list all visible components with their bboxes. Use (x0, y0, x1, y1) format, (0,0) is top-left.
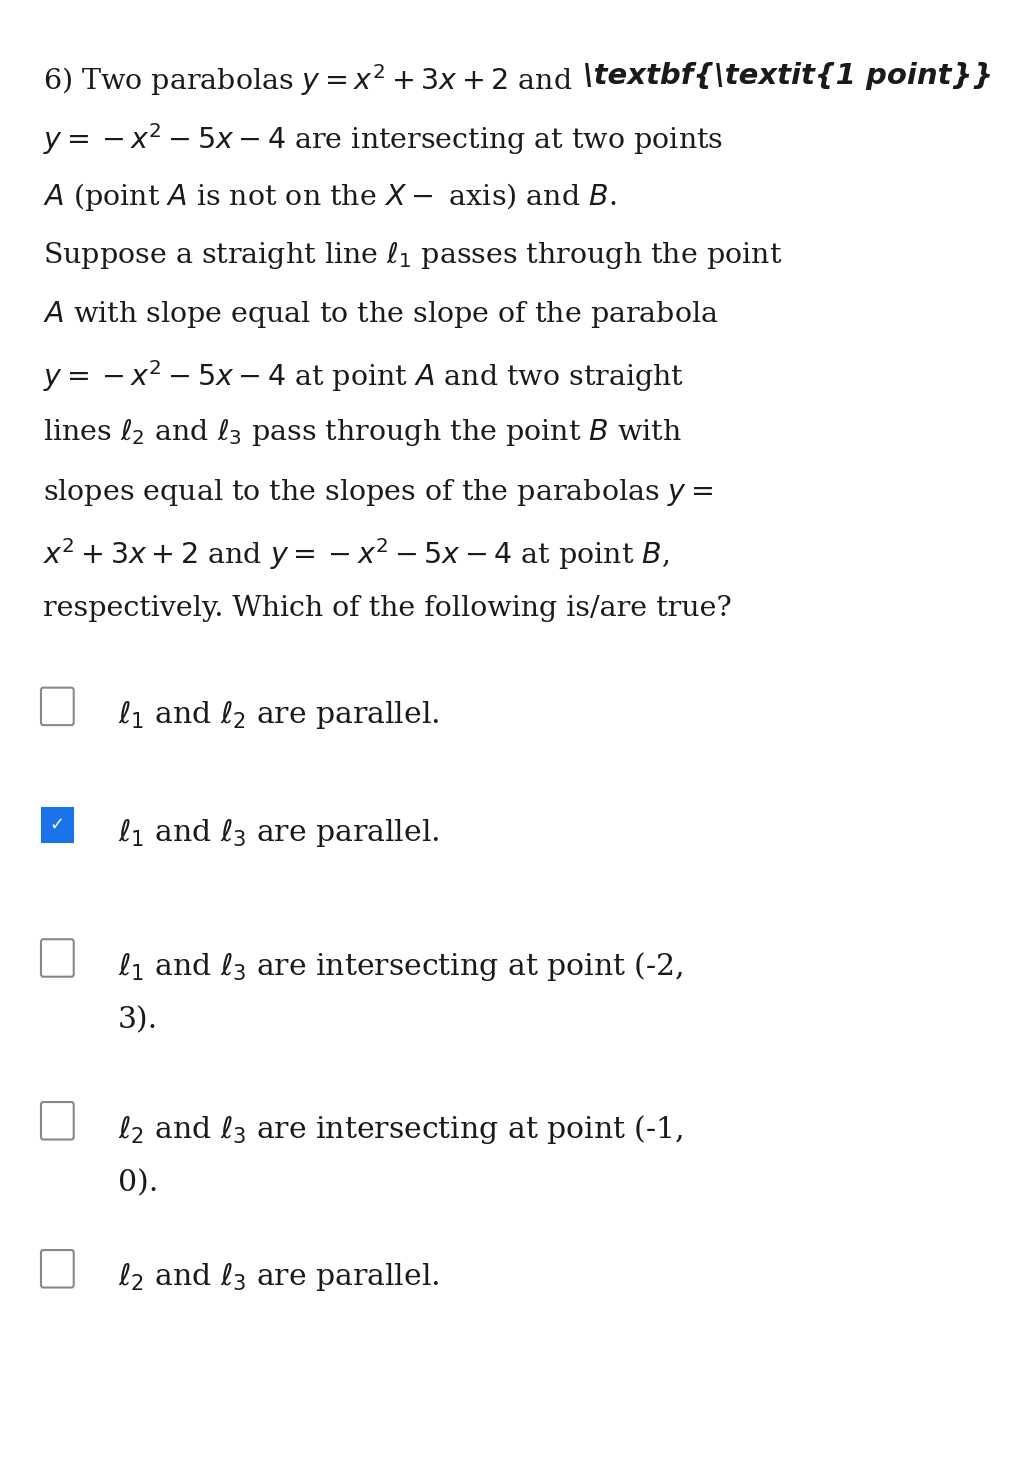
Text: $\ell_2$ and $\ell_3$ are parallel.: $\ell_2$ and $\ell_3$ are parallel. (118, 1261, 439, 1294)
Text: $x^2 + 3x + 2$ and $y = -x^2 - 5x - 4$ at point $B$,: $x^2 + 3x + 2$ and $y = -x^2 - 5x - 4$ a… (43, 536, 670, 571)
Text: 6) Two parabolas $y = x^2 + 3x + 2$ and: 6) Two parabolas $y = x^2 + 3x + 2$ and (43, 62, 572, 98)
FancyBboxPatch shape (42, 808, 73, 842)
Text: ✓: ✓ (50, 815, 65, 833)
Text: $y = -x^2 - 5x - 4$ are intersecting at two points: $y = -x^2 - 5x - 4$ are intersecting at … (43, 121, 723, 157)
FancyBboxPatch shape (41, 688, 74, 725)
Text: \textbf{\textit{1 point}}: \textbf{\textit{1 point}} (584, 62, 993, 90)
Text: $\ell_1$ and $\ell_3$ are parallel.: $\ell_1$ and $\ell_3$ are parallel. (118, 817, 439, 850)
Text: $A$ (point $A$ is not on the $X-$ axis) and $B$.: $A$ (point $A$ is not on the $X-$ axis) … (43, 181, 616, 213)
Text: $\ell_1$ and $\ell_3$ are intersecting at point (-2,: $\ell_1$ and $\ell_3$ are intersecting a… (118, 950, 683, 983)
Text: $y = -x^2 - 5x - 4$ at point $A$ and two straight: $y = -x^2 - 5x - 4$ at point $A$ and two… (43, 358, 684, 394)
Text: $A$ with slope equal to the slope of the parabola: $A$ with slope equal to the slope of the… (43, 299, 719, 330)
FancyBboxPatch shape (41, 1103, 74, 1140)
Text: 3).: 3). (118, 1006, 158, 1035)
Text: slopes equal to the slopes of the parabolas $y =$: slopes equal to the slopes of the parabo… (43, 477, 714, 508)
Text: 0).: 0). (118, 1169, 158, 1197)
Text: $\ell_1$ and $\ell_2$ are parallel.: $\ell_1$ and $\ell_2$ are parallel. (118, 699, 439, 731)
Text: respectively. Which of the following is/are true?: respectively. Which of the following is/… (43, 595, 732, 622)
FancyBboxPatch shape (41, 940, 74, 977)
Text: $\ell_2$ and $\ell_3$ are intersecting at point (-1,: $\ell_2$ and $\ell_3$ are intersecting a… (118, 1113, 683, 1146)
FancyBboxPatch shape (41, 1251, 74, 1288)
Text: lines $\ell_2$ and $\ell_3$ pass through the point $B$ with: lines $\ell_2$ and $\ell_3$ pass through… (43, 417, 682, 448)
Text: Suppose a straight line $\ell_1$ passes through the point: Suppose a straight line $\ell_1$ passes … (43, 240, 782, 271)
